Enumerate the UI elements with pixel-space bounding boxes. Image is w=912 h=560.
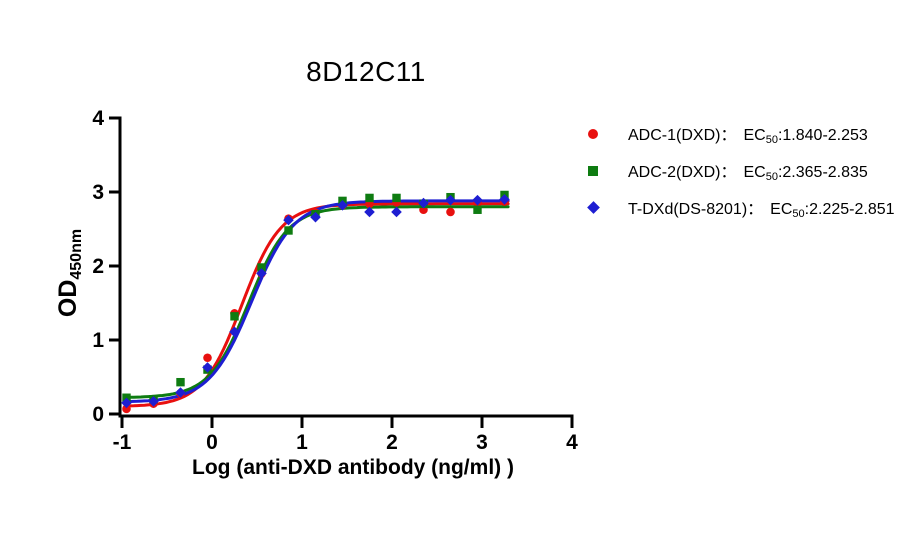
x-tick-label: 3 [476, 431, 488, 454]
ec-label: EC [770, 201, 793, 218]
y-tick-label: 3 [92, 181, 104, 204]
chart-legend: ADC-1(DXD)： EC50:1.840-2.253 ADC-2(DXD)： E… [578, 115, 895, 226]
separator: ： [747, 201, 764, 218]
series-name: ADC-2(DXD) [628, 164, 721, 181]
data-point-adc-2-dxd [230, 312, 239, 321]
ec-label: EC [743, 127, 766, 144]
data-point-t-dxd-ds-8201 [337, 200, 348, 211]
x-tick-label: 2 [386, 431, 398, 454]
data-point-t-dxd-ds-8201 [472, 194, 483, 206]
legend-label: T-DXd(DS-8201)： EC50:2.225-2.851 [628, 195, 895, 220]
data-point-adc-2-dxd [284, 226, 293, 235]
data-point-t-dxd-ds-8201 [310, 211, 321, 223]
legend-row-adc-1: ADC-1(DXD)： EC50:1.840-2.253 [578, 115, 895, 152]
blue-diamond-marker-icon [586, 201, 600, 214]
legend-marker-box [578, 201, 608, 214]
fit-curve-adc-2-dxd [125, 205, 510, 399]
data-point-adc-2-dxd [365, 193, 374, 203]
data-point-t-dxd-ds-8201 [256, 268, 267, 279]
data-point-t-dxd-ds-8201 [148, 396, 159, 407]
x-tick-label: -1 [113, 431, 132, 454]
data-point-adc-2-dxd [473, 205, 482, 214]
data-point-t-dxd-ds-8201 [229, 326, 240, 338]
data-point-adc-1-dxd [203, 353, 212, 363]
data-point-adc-1-dxd [446, 207, 455, 217]
separator: ： [720, 164, 737, 181]
y-tick-label: 0 [92, 403, 104, 426]
data-point-adc-2-dxd [392, 193, 401, 203]
y-tick-label: 4 [92, 107, 104, 130]
data-point-t-dxd-ds-8201 [391, 206, 402, 218]
ec-label: EC [743, 164, 766, 181]
data-point-t-dxd-ds-8201 [283, 214, 294, 226]
legend-marker-box [578, 165, 608, 176]
chart-title: 8D12C11 [306, 56, 426, 87]
data-point-adc-2-dxd [257, 263, 266, 272]
y-axis-title: OD450nm [54, 213, 86, 333]
data-point-t-dxd-ds-8201 [202, 362, 213, 373]
data-point-t-dxd-ds-8201 [499, 194, 510, 205]
ec-value: :2.365-2.835 [777, 164, 868, 181]
series-name: ADC-1(DXD) [628, 127, 721, 144]
data-point-t-dxd-ds-8201 [175, 387, 186, 398]
y-tick-label: 2 [92, 255, 104, 278]
separator: ： [720, 127, 737, 144]
data-point-t-dxd-ds-8201 [445, 194, 456, 206]
ec-value: :1.840-2.253 [777, 127, 868, 144]
data-point-adc-1-dxd [122, 404, 131, 414]
green-square-marker-icon [588, 165, 598, 176]
x-tick-label: 0 [206, 431, 218, 454]
legend-row-adc-2: ADC-2(DXD)： EC50:2.365-2.835 [578, 152, 895, 189]
x-tick-label: 1 [296, 431, 308, 454]
y-axis-title-main: OD [54, 279, 82, 318]
legend-row-t-dxd: T-DXd(DS-8201)： EC50:2.225-2.851 [578, 189, 895, 226]
legend-label: ADC-2(DXD)： EC50:2.365-2.835 [628, 158, 868, 183]
x-tick-label: 4 [566, 431, 578, 454]
fit-curve-t-dxd-ds-8201 [125, 199, 510, 404]
data-point-t-dxd-ds-8201 [418, 197, 429, 209]
x-axis-title: Log (anti-DXD antibody (ng/ml) ) [192, 456, 514, 479]
data-point-t-dxd-ds-8201 [121, 397, 132, 409]
y-axis-title-subscript: 450nm [68, 228, 85, 280]
data-point-t-dxd-ds-8201 [364, 206, 375, 218]
data-point-adc-2-dxd [176, 377, 185, 387]
ec-value: :2.225-2.851 [804, 201, 895, 218]
ec-subscript: 50 [765, 134, 778, 146]
ec-subscript: 50 [765, 171, 778, 183]
series-name: T-DXd(DS-8201) [628, 201, 748, 218]
legend-label: ADC-1(DXD)： EC50:1.840-2.253 [628, 121, 868, 146]
fit-curve-adc-1-dxd [125, 202, 510, 408]
y-tick-label: 1 [92, 329, 104, 352]
legend-marker-box [578, 128, 608, 139]
ec-subscript: 50 [792, 208, 805, 220]
red-circle-marker-icon [588, 128, 598, 139]
